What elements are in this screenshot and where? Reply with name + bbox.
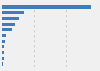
Bar: [2, 11, 24, 14]
Bar: [2, 51, 4, 54]
Bar: [2, 40, 5, 43]
Bar: [2, 45, 4, 48]
Bar: [2, 28, 12, 31]
Bar: [2, 5, 91, 9]
Bar: [2, 34, 6, 37]
Bar: [2, 62, 3, 66]
Bar: [2, 57, 4, 60]
Bar: [2, 17, 19, 20]
Bar: [2, 23, 15, 26]
